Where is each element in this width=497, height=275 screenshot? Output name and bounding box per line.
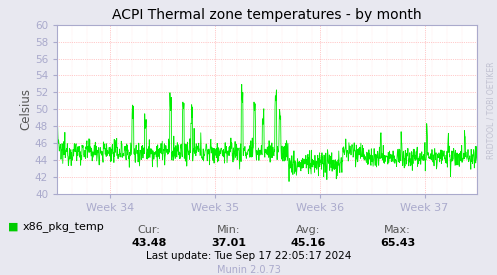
Text: 65.43: 65.43 [380,238,415,248]
Text: RRDTOOL / TOBI OETIKER: RRDTOOL / TOBI OETIKER [487,61,496,159]
Y-axis label: Celsius: Celsius [19,88,32,130]
Text: ■: ■ [8,222,18,232]
Text: 45.16: 45.16 [290,238,326,248]
Text: Avg:: Avg: [296,225,321,235]
Text: x86_pkg_temp: x86_pkg_temp [22,221,104,232]
Text: Munin 2.0.73: Munin 2.0.73 [217,265,280,275]
Text: Cur:: Cur: [138,225,161,235]
Text: Min:: Min: [217,225,241,235]
Text: 37.01: 37.01 [211,238,246,248]
Text: Max:: Max: [384,225,411,235]
Text: Last update: Tue Sep 17 22:05:17 2024: Last update: Tue Sep 17 22:05:17 2024 [146,251,351,261]
Text: 43.48: 43.48 [131,238,167,248]
Title: ACPI Thermal zone temperatures - by month: ACPI Thermal zone temperatures - by mont… [112,8,422,22]
